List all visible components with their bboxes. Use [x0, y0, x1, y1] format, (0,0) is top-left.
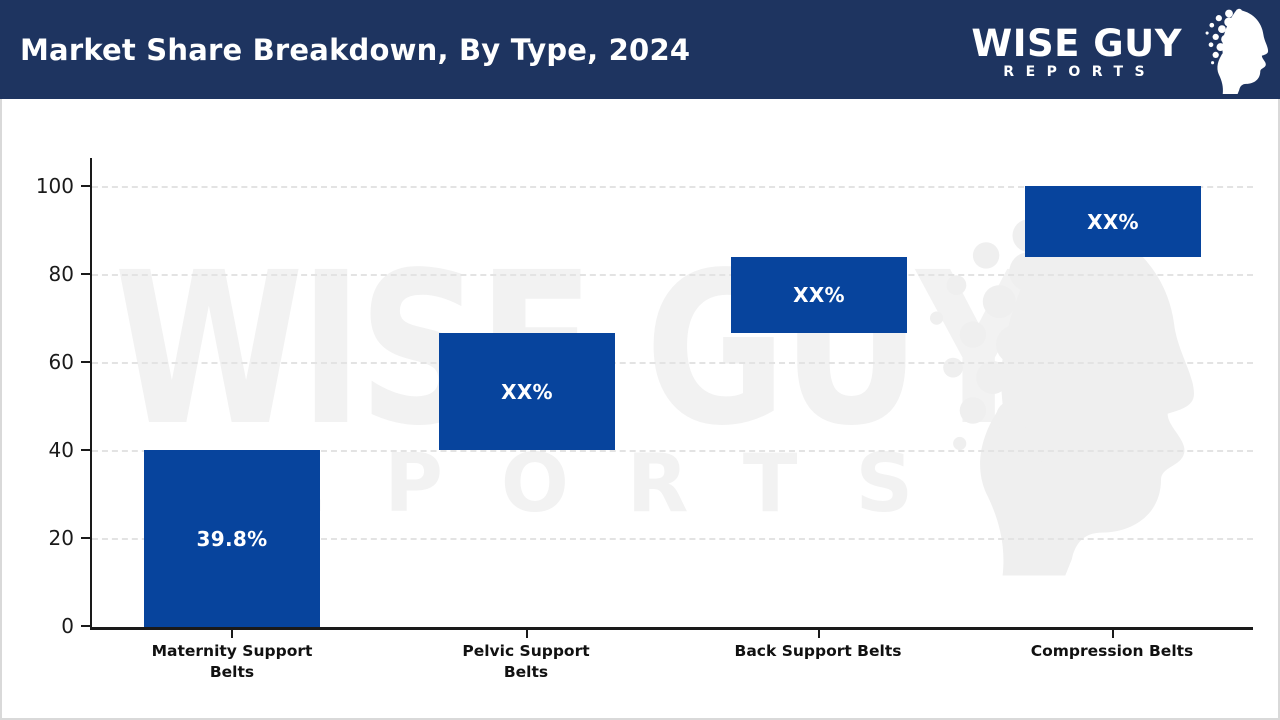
x-axis-label-line: Back Support Belts	[734, 642, 902, 660]
y-axis-label: 40	[48, 438, 74, 462]
x-axis-label-line: Belts	[209, 663, 255, 681]
y-axis-label: 100	[35, 174, 74, 198]
bar-value-label: XX%	[793, 283, 845, 307]
chart-area: WISE GUY REPORTS	[0, 99, 1280, 720]
gridline-80	[92, 274, 1253, 276]
y-tick	[81, 273, 90, 275]
x-axis-line	[90, 627, 1253, 630]
x-tick	[231, 630, 233, 638]
x-tick	[818, 630, 820, 638]
y-axis-label: 80	[48, 262, 74, 286]
x-axis-label-back-support-belts: Back Support Belts	[698, 641, 938, 662]
x-axis-label-line: Pelvic Support	[462, 642, 590, 660]
header: Market Share Breakdown, By Type, 2024 WI…	[0, 0, 1280, 99]
x-axis-label-pelvic-support-belts: Pelvic Support Belts	[406, 641, 646, 683]
x-axis-label-line: Maternity Support	[151, 642, 313, 660]
wise-guy-reports-logo: WISE GUY REPORTS	[971, 6, 1270, 94]
logo-wordmark: WISE GUY	[971, 22, 1182, 65]
logo-head-icon	[1205, 8, 1269, 94]
bar-value-label: XX%	[501, 379, 553, 404]
logo-text: WISE GUY REPORTS	[971, 22, 1182, 81]
bar-value-label: 39.8%	[196, 526, 268, 551]
x-axis-label-compression-belts: Compression Belts	[992, 641, 1232, 662]
y-tick	[81, 361, 90, 363]
logo-subtitle: REPORTS	[1003, 64, 1157, 80]
y-axis-label: 0	[61, 614, 74, 638]
y-tick	[81, 625, 90, 627]
x-tick	[1112, 630, 1114, 638]
bar-maternity-support-belts: 39.8%	[144, 450, 320, 627]
gridline-60	[92, 362, 1253, 364]
gridline-100	[92, 186, 1253, 188]
y-tick	[81, 449, 90, 451]
y-tick	[81, 185, 90, 187]
gridline-20	[92, 538, 1253, 540]
bar-back-support-belts: XX%	[731, 257, 907, 333]
watermark-head-icon	[930, 215, 1194, 576]
y-tick	[81, 537, 90, 539]
page-title: Market Share Breakdown, By Type, 2024	[20, 33, 691, 67]
y-axis-label: 20	[48, 526, 74, 550]
bar-compression-belts: XX%	[1025, 186, 1201, 257]
x-axis-label-line: Belts	[503, 663, 549, 681]
x-tick	[526, 630, 528, 638]
y-axis-line	[90, 158, 92, 627]
x-axis-label-line: Compression Belts	[1030, 642, 1194, 660]
y-axis-label: 60	[48, 350, 74, 374]
bar-pelvic-support-belts: XX%	[439, 333, 615, 450]
x-axis-label-maternity-support-belts: Maternity Support Belts	[112, 641, 352, 683]
gridline-40	[92, 450, 1253, 452]
bar-value-label: XX%	[1087, 209, 1139, 234]
